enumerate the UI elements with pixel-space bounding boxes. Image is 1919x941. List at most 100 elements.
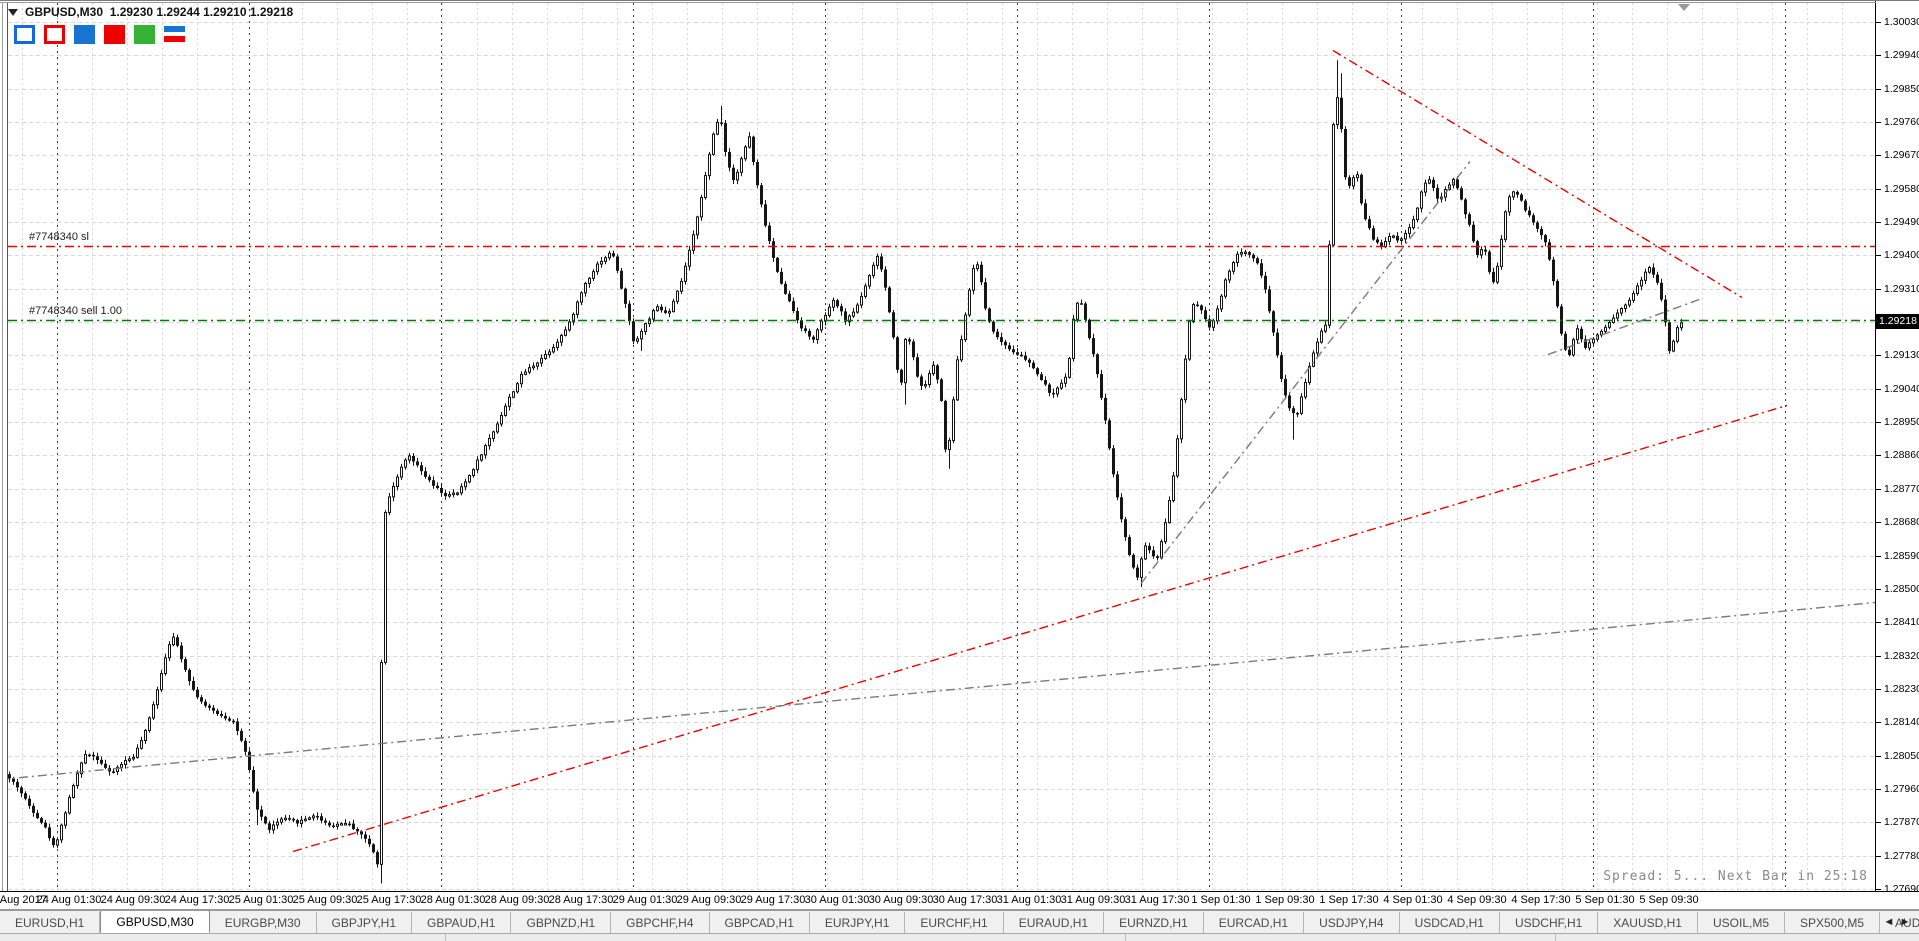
time-axis-label: 1 Sep 17:30 <box>1319 894 1379 906</box>
gray-steep-trendline <box>1140 161 1471 584</box>
chart-tab-gbpjpy-h1[interactable]: GBPJPY,H1 <box>317 912 413 933</box>
fill-green-swatch[interactable] <box>134 25 155 44</box>
price-axis-label: 1.27960 <box>1884 782 1919 795</box>
fill-blue-swatch[interactable] <box>74 25 95 44</box>
price-axis[interactable]: 1.30030 1.29940 1.29850 1.29760 1.29670 1.295… <box>1876 1 1919 895</box>
price-tick-mark <box>1876 655 1881 657</box>
ohlc-values: 1.29230 1.29244 1.29210 1.29218 <box>109 5 294 19</box>
time-axis-label: 1 Sep 09:30 <box>1255 894 1315 906</box>
chart-tab-audusd-h4[interactable]: AUDUSD,H4 <box>1880 912 1919 933</box>
price-axis-label: 1.28050 <box>1884 749 1919 762</box>
time-axis-label: 4 Sep 09:30 <box>1447 894 1507 906</box>
chart-tab-gbpnzd-h1[interactable]: GBPNZD,H1 <box>511 912 612 933</box>
time-axis-label: 31 Aug 09:30 <box>1060 894 1126 906</box>
ascending-trendline <box>292 404 1788 853</box>
sell-order-label: #7748340 sell 1.00 <box>29 305 122 317</box>
price-axis-label: 1.28140 <box>1884 716 1919 729</box>
time-axis-label: 29 Aug 09:30 <box>676 894 742 906</box>
price-tick-mark <box>1876 622 1881 624</box>
rect-outline-blue-swatch[interactable] <box>14 25 35 44</box>
time-axis-label: 24 Aug 17:30 <box>164 894 230 906</box>
chart-tab-usdjpy-h4[interactable]: USDJPY,H4 <box>1304 912 1400 933</box>
chart-shift-marker-icon[interactable] <box>1678 4 1690 11</box>
price-tick-mark <box>1876 788 1881 790</box>
price-axis-label: 1.28410 <box>1884 616 1919 629</box>
chart-tab-bar: EURUSD,H1 GBPUSD,M30 EURGBP,M30 GBPJPY,H1 GB… <box>0 910 1919 934</box>
price-tick-mark <box>1876 22 1881 23</box>
chart-tab-eurnzd-h1[interactable]: EURNZD,H1 <box>1104 912 1204 933</box>
price-axis-label: 1.29670 <box>1884 149 1919 162</box>
price-axis-label: 1.28230 <box>1884 682 1919 695</box>
chart-tab-eurjpy-h1[interactable]: EURJPY,H1 <box>810 912 906 933</box>
price-tick-mark <box>1876 422 1881 424</box>
chart-tab-gbpaud-h1[interactable]: GBPAUD,H1 <box>412 912 512 933</box>
spread-and-timer-text: Spread: 5... Next Bar in 25:18 <box>1603 869 1868 884</box>
price-axis-label: 1.28500 <box>1884 582 1919 595</box>
time-axis-label: 30 Aug 01:30 <box>804 894 870 906</box>
price-tick-mark <box>1876 888 1881 890</box>
time-axis-label: 25 Aug 01:30 <box>228 894 294 906</box>
gray-short-trendline <box>1547 297 1703 356</box>
price-axis-label: 1.29940 <box>1884 49 1919 62</box>
chart-tab-eurcad-h1[interactable]: EURCAD,H1 <box>1204 912 1305 933</box>
price-axis-label: 1.29400 <box>1884 249 1919 262</box>
current-price-badge: 1.29218 <box>1876 314 1919 330</box>
chart-tab-eurchf-h1[interactable]: EURCHF,H1 <box>905 912 1004 933</box>
time-axis-label: 24 Aug 01:30 <box>36 894 102 906</box>
price-axis-label: 1.29760 <box>1884 116 1919 129</box>
chart-tab-euraud-h1[interactable]: EURAUD,H1 <box>1004 912 1105 933</box>
price-tick-mark <box>1876 588 1881 590</box>
price-axis-label: 1.28320 <box>1884 649 1919 662</box>
time-axis-label: 28 Aug 17:30 <box>548 894 614 906</box>
time-axis-label: 30 Aug 17:30 <box>932 894 998 906</box>
chart-tab-gbpchf-h4[interactable]: GBPCHF,H4 <box>611 912 710 933</box>
price-tick-mark <box>1876 222 1881 224</box>
time-axis-label: 1 Sep 01:30 <box>1191 894 1251 906</box>
chart-tab-spx500-m5[interactable]: SPX500,M5 <box>1785 912 1881 933</box>
price-axis-label: 1.27690 <box>1884 882 1919 895</box>
price-tick-mark <box>1876 88 1881 90</box>
chart-tab-xauusd-h1[interactable]: XAUUSD,H1 <box>1598 912 1698 933</box>
time-axis-label: 31 Aug 17:30 <box>1124 894 1190 906</box>
chart-tab-eurgbp-m30[interactable]: EURGBP,M30 <box>210 912 317 933</box>
price-axis-label: 1.30030 <box>1884 16 1919 28</box>
price-axis-label: 1.29310 <box>1884 282 1919 295</box>
chart-tab-usdchf-h1[interactable]: USDCHF,H1 <box>1500 912 1599 933</box>
gray-channel-line <box>8 601 1875 780</box>
chart-tab-usoil-m5[interactable]: USOIL,M5 <box>1698 912 1785 933</box>
chart-tab-usdcad-h1[interactable]: USDCAD,H1 <box>1400 912 1500 933</box>
price-tick-mark <box>1876 555 1881 557</box>
chart-caret-icon[interactable] <box>8 9 18 16</box>
rect-outline-red-swatch[interactable] <box>44 25 65 44</box>
time-axis-label: 23 Aug 2017 <box>0 894 47 906</box>
bars-blue-red-swatch[interactable] <box>164 25 185 44</box>
chart-tab-gbpcad-h1[interactable]: GBPCAD,H1 <box>710 912 810 933</box>
time-axis-label: 31 Aug 01:30 <box>996 894 1062 906</box>
price-axis-label: 1.29490 <box>1884 216 1919 229</box>
stop-loss-label: #7748340 sl <box>29 231 89 243</box>
price-tick-mark <box>1876 188 1881 190</box>
status-strip <box>0 933 1919 941</box>
chart-tab-eurusd-h1[interactable]: EURUSD,H1 <box>0 912 101 933</box>
time-axis-label: 29 Aug 01:30 <box>612 894 678 906</box>
price-axis-label: 1.27870 <box>1884 816 1919 829</box>
tab-scroll-right-icon[interactable]: ► <box>1899 916 1911 928</box>
price-tick-mark <box>1876 455 1881 457</box>
chart-tab-gbpusd-m30[interactable]: GBPUSD,M30 <box>100 911 210 933</box>
price-tick-mark <box>1876 155 1881 157</box>
price-axis-label: 1.28860 <box>1884 449 1919 462</box>
price-tick-mark <box>1876 488 1881 490</box>
time-axis-label: 4 Sep 01:30 <box>1383 894 1443 906</box>
tab-scroll-arrows: ◄ ► <box>1881 916 1913 928</box>
price-tick-mark <box>1876 122 1881 124</box>
time-axis-label: 25 Aug 17:30 <box>356 894 422 906</box>
time-axis-label: 25 Aug 09:30 <box>292 894 358 906</box>
price-tick-mark <box>1876 688 1881 690</box>
fill-red-swatch[interactable] <box>104 25 125 44</box>
tab-scroll-left-icon[interactable]: ◄ <box>1883 916 1895 928</box>
price-tick-mark <box>1876 255 1881 257</box>
price-axis-label: 1.29580 <box>1884 182 1919 195</box>
